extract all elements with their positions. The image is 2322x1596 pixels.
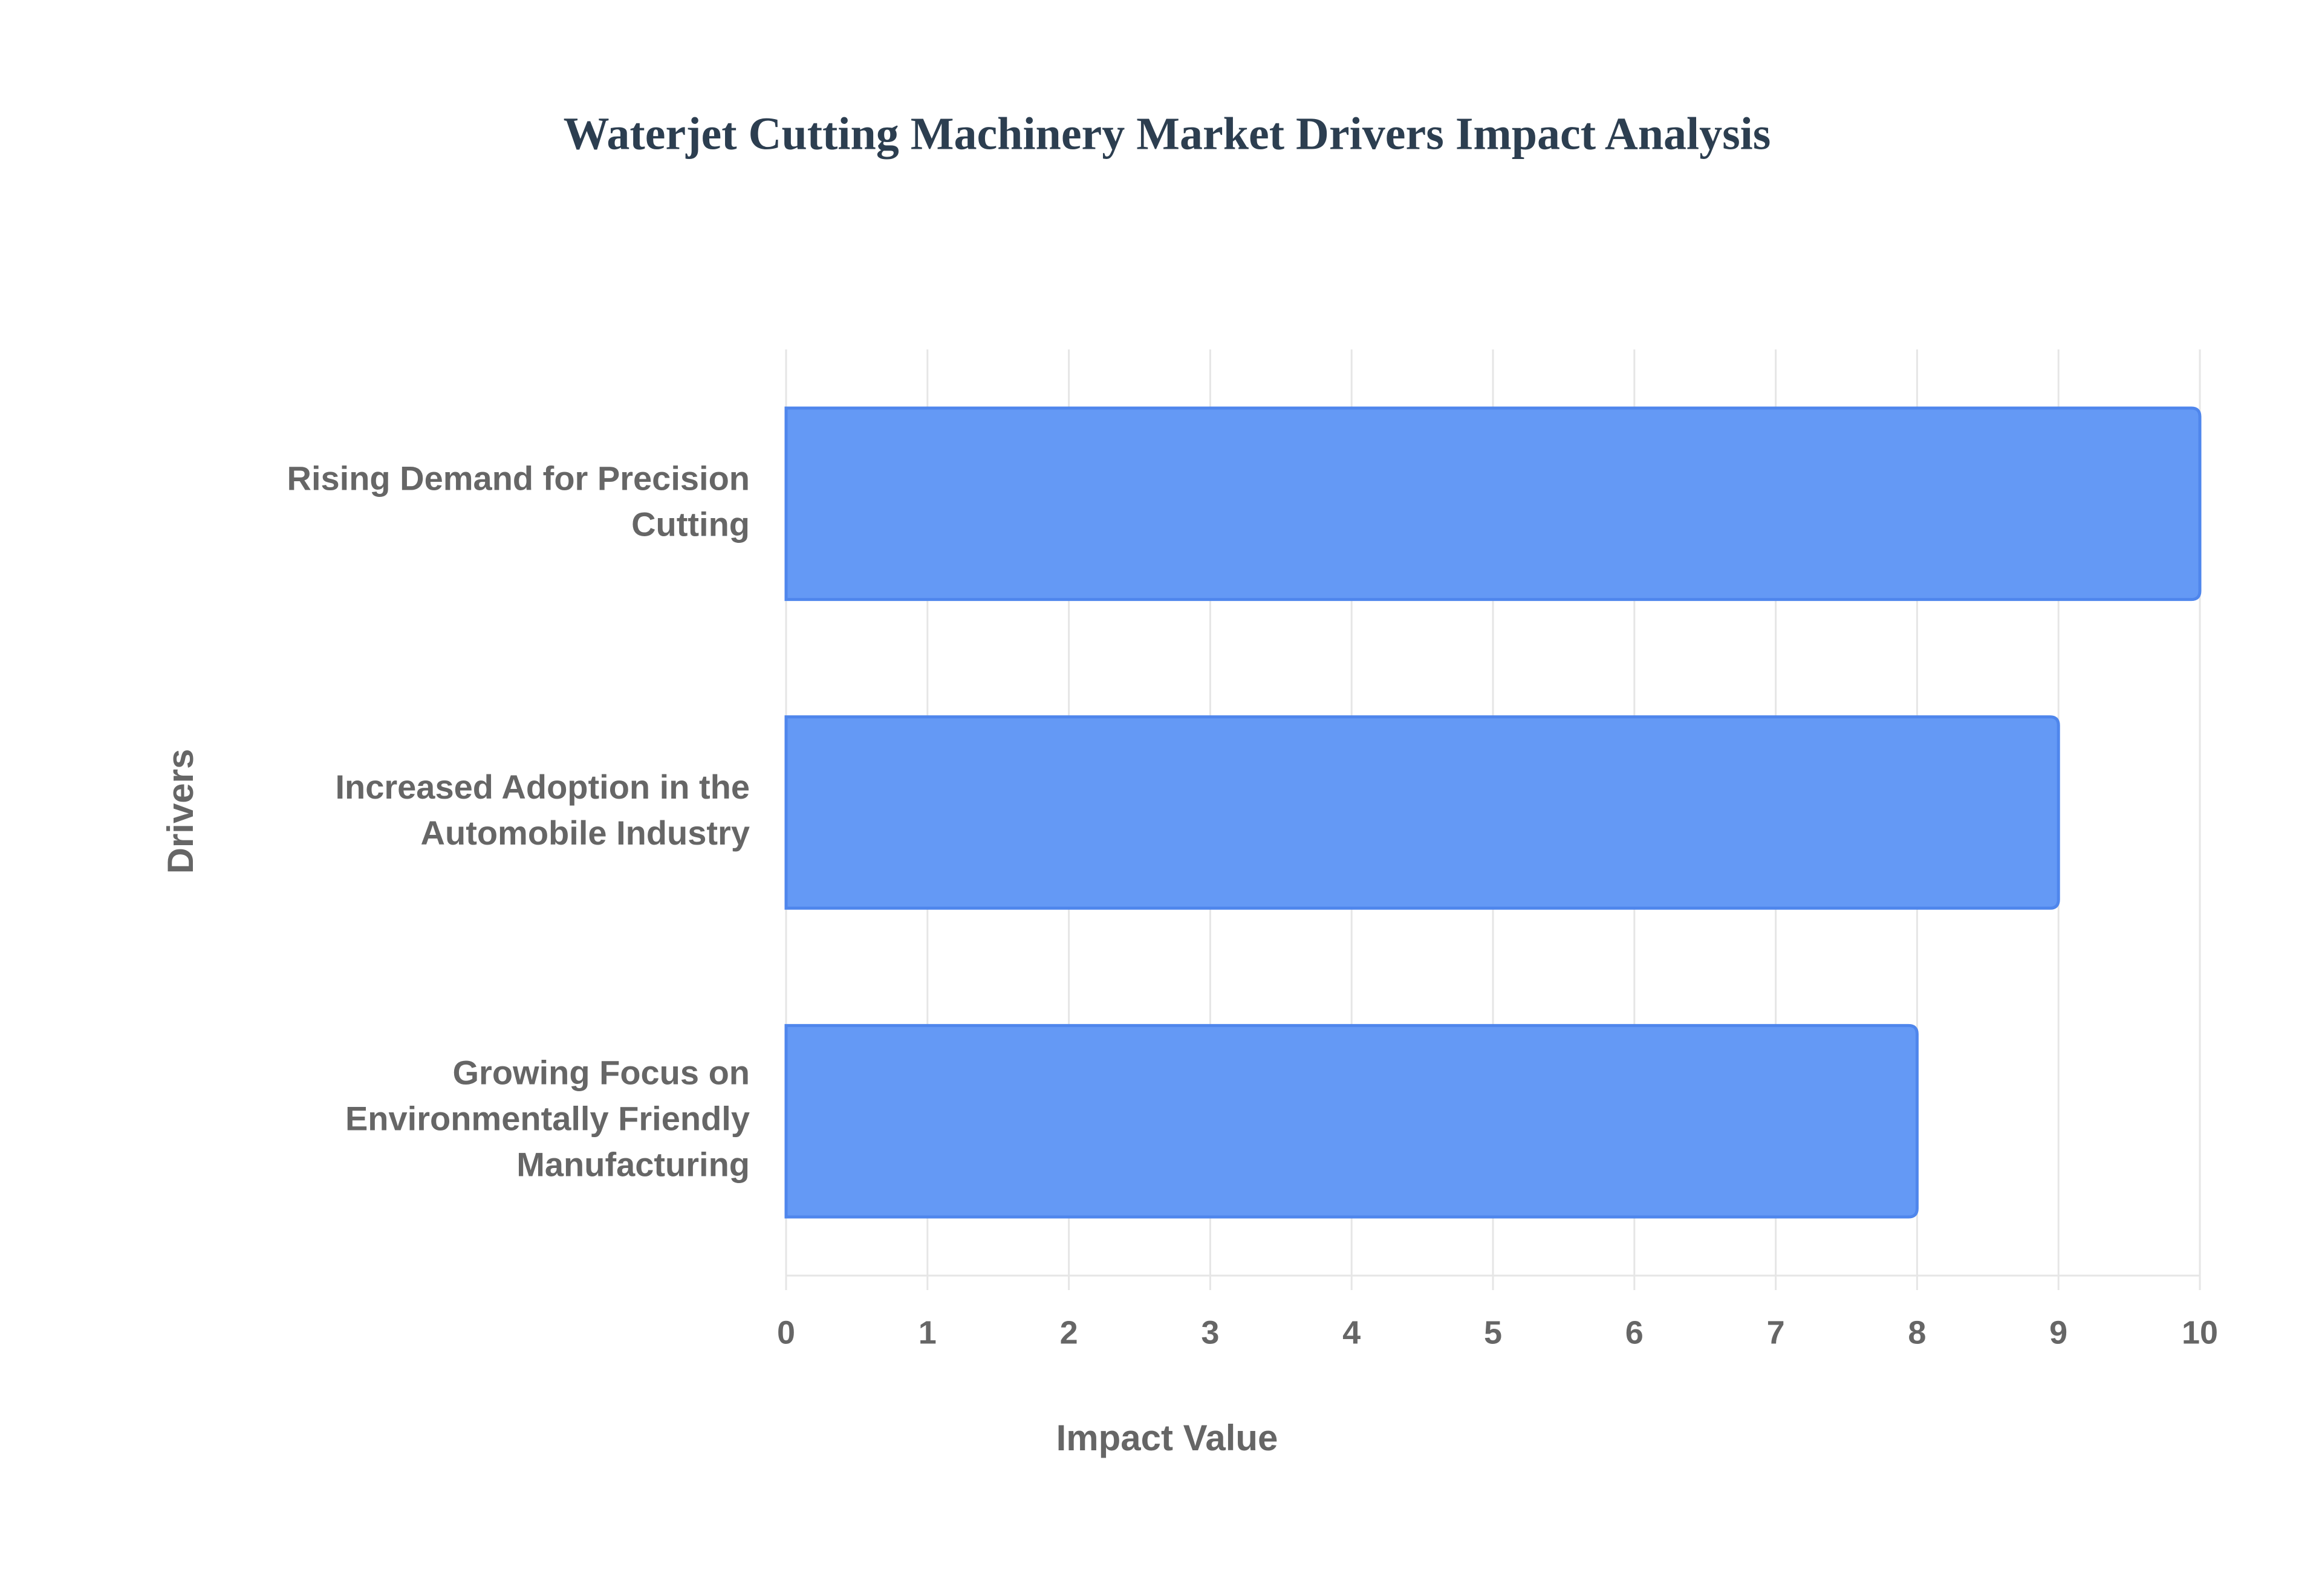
bar	[784, 406, 2202, 602]
bar	[784, 1023, 1919, 1219]
x-tick-label: 4	[1342, 1314, 1361, 1351]
x-tick-label: 10	[2182, 1314, 2218, 1351]
x-tick-label: 1	[919, 1314, 937, 1351]
y-tick-label: Growing Focus on Environmentally Friendly…	[345, 1053, 750, 1183]
x-tick-label: 5	[1484, 1314, 1502, 1351]
x-tick-label: 6	[1625, 1314, 1644, 1351]
x-tick-label: 3	[1201, 1314, 1219, 1351]
x-tick-label: 0	[777, 1314, 795, 1351]
x-axis-title: Impact Value	[1056, 1418, 1278, 1458]
x-tick-label: 9	[2049, 1314, 2067, 1351]
y-tick-label: Increased Adoption in the Automobile Indu…	[335, 768, 750, 852]
chart-title: Waterjet Cutting Machinery Market Driver…	[564, 108, 1771, 159]
y-axis-title: Drivers	[160, 749, 201, 874]
bar	[784, 715, 2060, 910]
y-tick-label: Rising Demand for Precision Cutting	[287, 459, 750, 543]
x-tick-label: 2	[1060, 1314, 1078, 1351]
x-tick-label: 8	[1908, 1314, 1926, 1351]
x-tick-label: 7	[1767, 1314, 1785, 1351]
